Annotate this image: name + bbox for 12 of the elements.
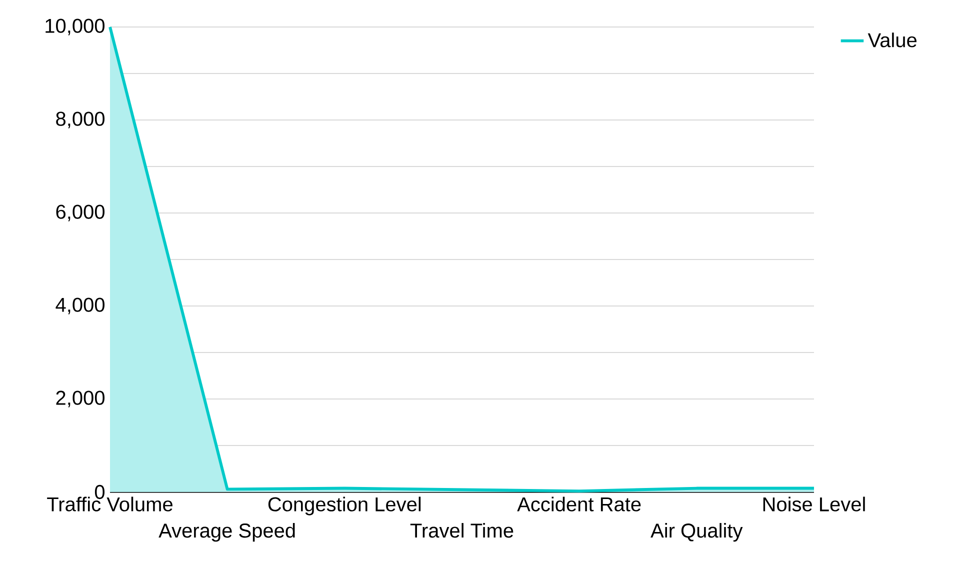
x-tick-label: Congestion Level — [268, 496, 421, 516]
y-tick-label: 4,000 — [56, 298, 104, 314]
y-tick-label: 10,000 — [46, 18, 104, 36]
y-tick-label: 2,000 — [56, 390, 104, 408]
y-tick-label: 6,000 — [56, 204, 104, 222]
x-tick-label: Average Speed — [158, 523, 295, 542]
x-tick-label: Travel Time — [410, 523, 514, 538]
y-tick-label: 8,000 — [56, 112, 104, 128]
x-tick-label: Air Quality — [650, 523, 743, 542]
x-tick-label: Accident Rate — [517, 496, 641, 512]
x-tick-label: Noise Level — [763, 496, 865, 512]
legend-label: Value — [868, 32, 917, 48]
